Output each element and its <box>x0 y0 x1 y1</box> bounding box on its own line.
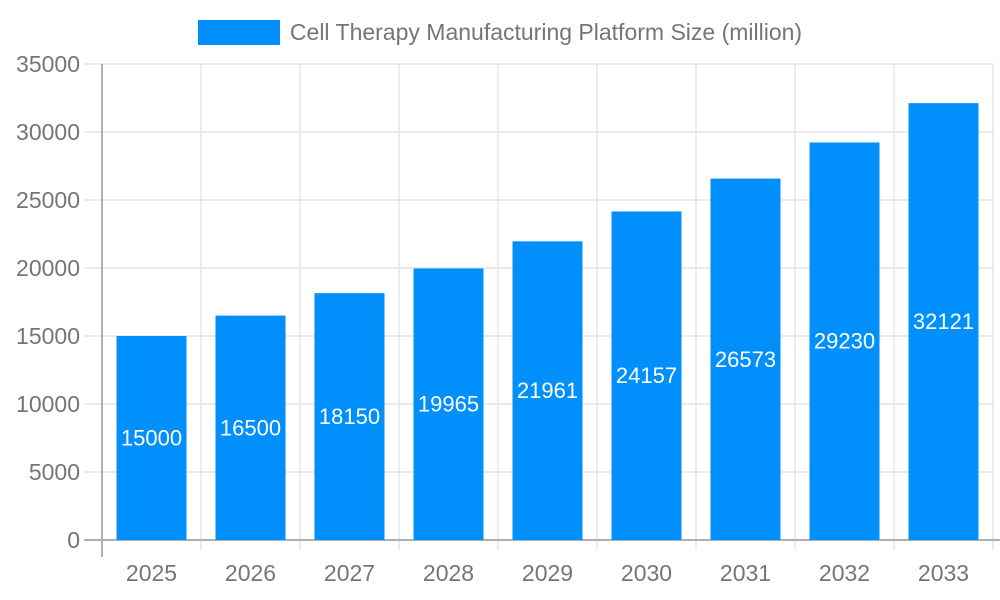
y-axis-tick-label: 5000 <box>29 459 80 485</box>
bar-value-label: 24157 <box>616 363 677 388</box>
x-axis-tick-label: 2027 <box>324 560 375 586</box>
legend-label: Cell Therapy Manufacturing Platform Size… <box>289 19 803 45</box>
x-axis-tick-label: 2028 <box>423 560 474 586</box>
legend-swatch <box>197 20 280 45</box>
bar-2030[interactable] <box>611 211 682 541</box>
x-axis-tick-label: 2033 <box>918 560 969 586</box>
bar-value-label: 29230 <box>814 329 875 354</box>
y-axis-tick-label: 25000 <box>16 187 80 213</box>
y-axis-tick-label: 0 <box>67 527 80 553</box>
bar-value-label: 18150 <box>319 404 380 429</box>
bar-value-label: 26573 <box>715 347 776 372</box>
bar-value-label: 19965 <box>418 392 479 417</box>
bar-2028[interactable] <box>413 268 484 540</box>
bar-2029[interactable] <box>512 241 583 541</box>
x-axis-tick-label: 2030 <box>621 560 672 586</box>
y-axis-tick-label: 20000 <box>16 255 80 281</box>
bar-2026[interactable] <box>215 315 286 540</box>
x-axis-tick-label: 2031 <box>720 560 771 586</box>
bar-value-label: 32121 <box>913 309 974 334</box>
x-axis-tick-label: 2025 <box>126 560 177 586</box>
y-axis-tick-label: 35000 <box>16 51 80 77</box>
bar-2032[interactable] <box>809 142 880 541</box>
bar-value-label: 21961 <box>517 378 578 403</box>
x-axis-tick-label: 2032 <box>819 560 870 586</box>
y-axis-tick-label: 10000 <box>16 391 80 417</box>
legend[interactable]: Cell Therapy Manufacturing Platform Size… <box>0 19 1000 46</box>
bar-value-label: 15000 <box>121 426 182 451</box>
bar-2027[interactable] <box>314 293 385 540</box>
x-axis-tick-label: 2029 <box>522 560 573 586</box>
bar-2033[interactable] <box>908 103 979 540</box>
y-axis-tick-label: 30000 <box>16 119 80 145</box>
x-axis-tick-label: 2026 <box>225 560 276 586</box>
bar-2031[interactable] <box>710 178 781 541</box>
bar-value-label: 16500 <box>220 415 281 440</box>
bar-2025[interactable] <box>116 336 187 540</box>
y-axis-tick-label: 15000 <box>16 323 80 349</box>
